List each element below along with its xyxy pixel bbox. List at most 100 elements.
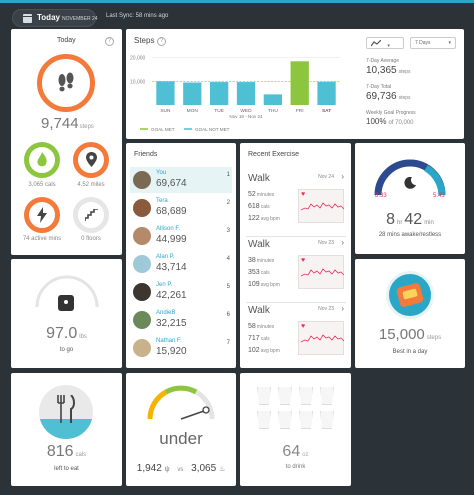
tile-title: Friends [134, 151, 158, 158]
friend-row[interactable]: Alan P. 43,714 4 [130, 251, 232, 277]
friend-name: Jen P. [156, 282, 173, 288]
tile-title: Steps [134, 36, 155, 45]
exercise-type: Walk [248, 239, 270, 250]
friend-name: Tera [156, 198, 168, 204]
water-cup-icon [299, 387, 313, 405]
fork-knife-icon [57, 395, 75, 423]
friend-row[interactable]: Jen P. 42,261 5 [130, 279, 232, 305]
top-bar: Today NOVEMBER 24 Last Sync: 58 mins ago [0, 0, 474, 30]
sleep-tile[interactable]: 8:33 5:43 8 hr 42 min 28 mins awake/restles… [355, 143, 465, 254]
avatar [133, 171, 151, 189]
help-icon[interactable]: ? [157, 37, 166, 46]
exercise-type: Walk [248, 173, 270, 184]
avatar [133, 339, 151, 357]
distance-value: 4.52 [77, 182, 89, 188]
x-tick-label: MON [187, 108, 199, 114]
chevron-right-icon[interactable]: › [341, 304, 344, 313]
avatar [133, 255, 151, 273]
friend-name: Alan P. [156, 254, 175, 260]
exercise-heart-rate: 102avg bpm [248, 347, 280, 354]
badge-caption: Best in a day [392, 349, 428, 355]
water-cup-icon [320, 411, 334, 429]
active-minutes-value: 74 [22, 236, 30, 242]
friend-name: You [156, 170, 167, 176]
sleep-gauge [374, 159, 446, 196]
exercise-row[interactable]: Walk Nov 23 › 38minutes 353cals 109avg bpm ♥ [246, 237, 346, 303]
food-value: 816 cals [46, 443, 87, 460]
friend-row[interactable]: You 69,674 1 [130, 167, 232, 193]
exercise-minutes: 38minutes [248, 257, 275, 264]
help-icon[interactable]: ? [105, 37, 114, 46]
chart-type-icon [370, 39, 382, 47]
exercise-date: Nov 23 [318, 240, 334, 246]
floors-ring [73, 197, 109, 233]
avatar [133, 311, 151, 329]
calorie-status: under [159, 429, 203, 448]
today-date-button[interactable]: Today NOVEMBER 24 [12, 9, 98, 27]
chevron-down-icon: ▾ [387, 43, 390, 49]
x-tick-label: WED [240, 108, 252, 114]
x-tick-label: SAT [322, 108, 331, 114]
chart-bar [210, 82, 229, 105]
water-caption: to drink [285, 464, 306, 470]
water-cup-icon [257, 387, 271, 405]
sleep-awake-detail: 28 mins awake/restless [378, 232, 442, 238]
exercise-minutes: 52minutes [248, 191, 275, 198]
range-dropdown[interactable]: 7 Days ▾ [410, 37, 456, 49]
moon-icon [404, 177, 416, 189]
recent-exercise-tile[interactable]: Recent Exercise Walk Nov 24 › 52minutes 618c… [240, 143, 351, 368]
food-plate [39, 385, 93, 439]
friends-tile[interactable]: Friends You 69,674 1 Tera 68,689 2 Allison F. 4… [126, 143, 236, 368]
friend-rank: 2 [226, 200, 230, 206]
sleep-duration: 8 hr 42 min [386, 211, 434, 228]
friend-rank: 3 [226, 228, 230, 234]
water-cup-icon [299, 411, 313, 429]
steps-progress-ring [37, 54, 95, 112]
heart-icon: ♥ [301, 191, 306, 198]
exercise-row[interactable]: Walk Nov 23 › 58minutes 717cals 102avg bpm ♥ [246, 303, 346, 368]
y-tick-label: 10,000 [130, 79, 146, 85]
food-tile[interactable]: 816 cals left to eat [11, 373, 122, 486]
friend-row[interactable]: Nathan F. 15,920 7 [130, 335, 232, 361]
friend-row[interactable]: AndieB 32,215 6 [130, 307, 232, 333]
floors-value: 0 [81, 236, 85, 242]
friend-row[interactable]: Allison F. 44,999 3 [130, 223, 232, 249]
map-pin-icon [86, 152, 97, 167]
weight-tile[interactable]: 97.0 lbs to go [11, 259, 122, 368]
friend-name: Allison F. [156, 226, 181, 232]
heart-rate-graph: ♥ [298, 255, 345, 289]
chevron-down-icon: ▾ [448, 40, 451, 46]
lightning-icon [37, 207, 47, 223]
calories-ring [24, 142, 60, 178]
x-tick-label: TUE [214, 108, 224, 114]
friend-name: Nathan F. [156, 338, 182, 344]
legend-met-label: GOAL MET [151, 127, 175, 132]
avatar [133, 199, 151, 217]
exercise-row[interactable]: Walk Nov 24 › 52minutes 618cals 122avg bpm ♥ [246, 171, 346, 237]
sleep-start: 8:33 [375, 193, 387, 199]
chevron-right-icon[interactable]: › [341, 172, 344, 181]
steps-chart-tile[interactable]: Steps ? 20,000 10,000 SUN MON TUE WED THU FRI SA… [126, 29, 464, 139]
badge-icon [386, 271, 434, 319]
avatar [133, 283, 151, 301]
heart-rate-graph: ♥ [298, 189, 345, 223]
badge-tile[interactable]: 15,000 steps Best in a day [355, 259, 465, 368]
water-cup-icon [278, 411, 292, 429]
heart-icon: ♥ [301, 323, 306, 330]
weight-gauge [35, 275, 99, 308]
friend-row[interactable]: Tera 68,689 2 [130, 195, 232, 221]
calories-burned: 3,065 [191, 463, 217, 474]
friend-steps: 15,920 [156, 346, 187, 357]
y-tick-label: 20,000 [130, 56, 146, 62]
today-tile[interactable]: Today ? 9,744steps 3,065 cals 4.52 miles… [11, 29, 122, 255]
water-tile[interactable]: 64 oz to drink [240, 373, 351, 486]
avatar [133, 227, 151, 245]
chevron-right-icon[interactable]: › [341, 238, 344, 247]
calories-balance-tile[interactable]: under 1,942 ψ vs 3,065 ♨ [126, 373, 236, 486]
chart-bar [236, 82, 256, 105]
chart-type-dropdown[interactable]: ▾ [366, 37, 404, 49]
today-label: Today [37, 13, 60, 22]
friend-rank: 1 [226, 172, 230, 178]
total-label: 7-Day Total [366, 84, 392, 90]
chart-bar [263, 94, 282, 105]
